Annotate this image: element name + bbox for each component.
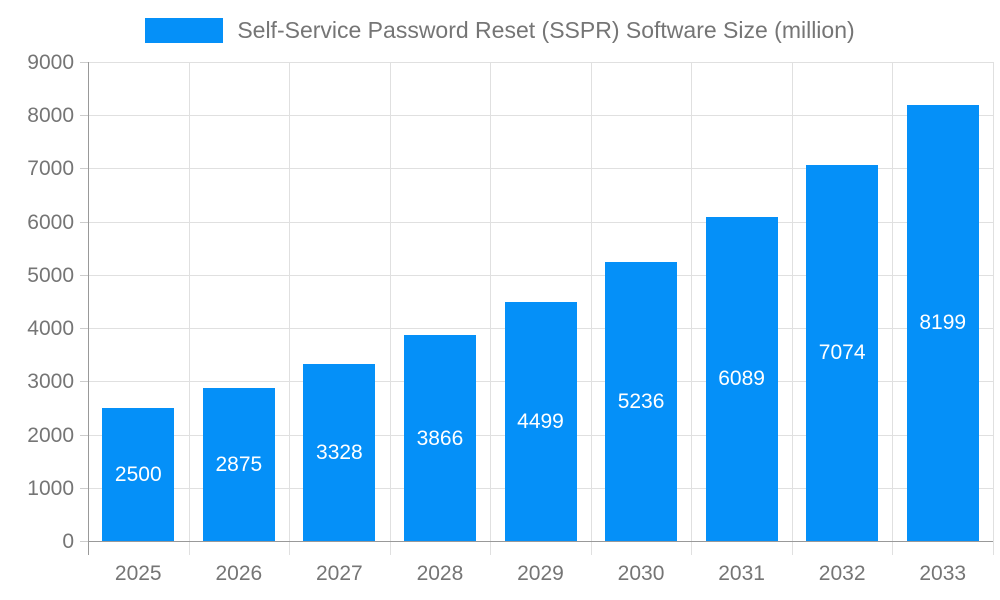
h-gridline bbox=[88, 168, 993, 170]
bar: 6089 bbox=[705, 216, 778, 541]
x-axis-label: 2033 bbox=[919, 562, 967, 585]
y-axis-label: 7000 bbox=[27, 157, 74, 181]
bar-value-label: 7074 bbox=[818, 341, 866, 365]
h-gridline bbox=[88, 274, 993, 276]
y-tick bbox=[80, 434, 88, 436]
y-axis-label: 8000 bbox=[27, 104, 74, 128]
h-gridline bbox=[88, 221, 993, 223]
bar-value-label: 5236 bbox=[617, 390, 665, 414]
bar: 4499 bbox=[504, 301, 577, 541]
v-gridline bbox=[490, 62, 492, 555]
h-gridline bbox=[88, 115, 993, 117]
y-tick bbox=[80, 115, 88, 117]
v-gridline bbox=[691, 62, 693, 555]
x-axis-line bbox=[88, 541, 993, 542]
bar: 5236 bbox=[605, 262, 678, 541]
y-axis-label: 5000 bbox=[27, 263, 74, 287]
y-axis-label: 0 bbox=[62, 530, 74, 553]
bar: 3866 bbox=[403, 335, 476, 541]
y-tick bbox=[80, 168, 88, 170]
h-gridline bbox=[88, 62, 993, 63]
y-tick bbox=[80, 274, 88, 276]
x-axis-label: 2029 bbox=[517, 562, 564, 585]
bar-value-label: 2500 bbox=[114, 462, 162, 486]
v-gridline bbox=[188, 62, 190, 555]
v-gridline bbox=[590, 62, 592, 555]
bar-value-label: 2875 bbox=[215, 452, 263, 476]
x-axis-label: 2025 bbox=[114, 562, 162, 585]
v-gridline bbox=[389, 62, 391, 555]
y-tick bbox=[80, 62, 88, 63]
v-gridline bbox=[289, 62, 291, 555]
bar: 7074 bbox=[806, 164, 879, 541]
y-axis-line bbox=[88, 62, 89, 555]
bar: 2875 bbox=[202, 387, 275, 541]
y-axis-label: 4000 bbox=[27, 317, 74, 341]
y-tick bbox=[80, 487, 88, 489]
y-axis-label: 9000 bbox=[27, 51, 74, 74]
y-axis-label: 1000 bbox=[27, 476, 74, 500]
y-axis-label: 3000 bbox=[27, 370, 74, 394]
bar-value-label: 3866 bbox=[416, 426, 464, 450]
legend-label: Self-Service Password Reset (SSPR) Softw… bbox=[237, 17, 855, 43]
x-axis-label: 2027 bbox=[316, 562, 363, 585]
bar: 8199 bbox=[906, 104, 979, 541]
x-axis-label: 2032 bbox=[818, 562, 866, 585]
v-gridline bbox=[993, 62, 994, 555]
y-tick bbox=[80, 221, 88, 223]
bar: 3328 bbox=[303, 363, 376, 541]
y-axis-label: 2000 bbox=[27, 423, 74, 447]
chart-legend[interactable]: Self-Service Password Reset (SSPR) Softw… bbox=[0, 17, 1000, 44]
y-tick bbox=[80, 328, 88, 330]
bar-value-label: 8199 bbox=[919, 311, 967, 335]
bar-value-label: 4499 bbox=[517, 409, 564, 433]
y-tick bbox=[80, 541, 88, 542]
v-gridline bbox=[892, 62, 894, 555]
x-axis-label: 2028 bbox=[416, 562, 464, 585]
legend-swatch bbox=[145, 18, 224, 43]
bar: 2500 bbox=[102, 407, 175, 541]
y-axis-label: 6000 bbox=[27, 210, 74, 234]
v-gridline bbox=[791, 62, 793, 555]
x-axis-label: 2026 bbox=[215, 562, 263, 585]
y-tick bbox=[80, 381, 88, 383]
bar-value-label: 6089 bbox=[718, 367, 765, 391]
x-axis-label: 2030 bbox=[617, 562, 665, 585]
bar-value-label: 3328 bbox=[316, 440, 363, 464]
x-axis-label: 2031 bbox=[718, 562, 765, 585]
